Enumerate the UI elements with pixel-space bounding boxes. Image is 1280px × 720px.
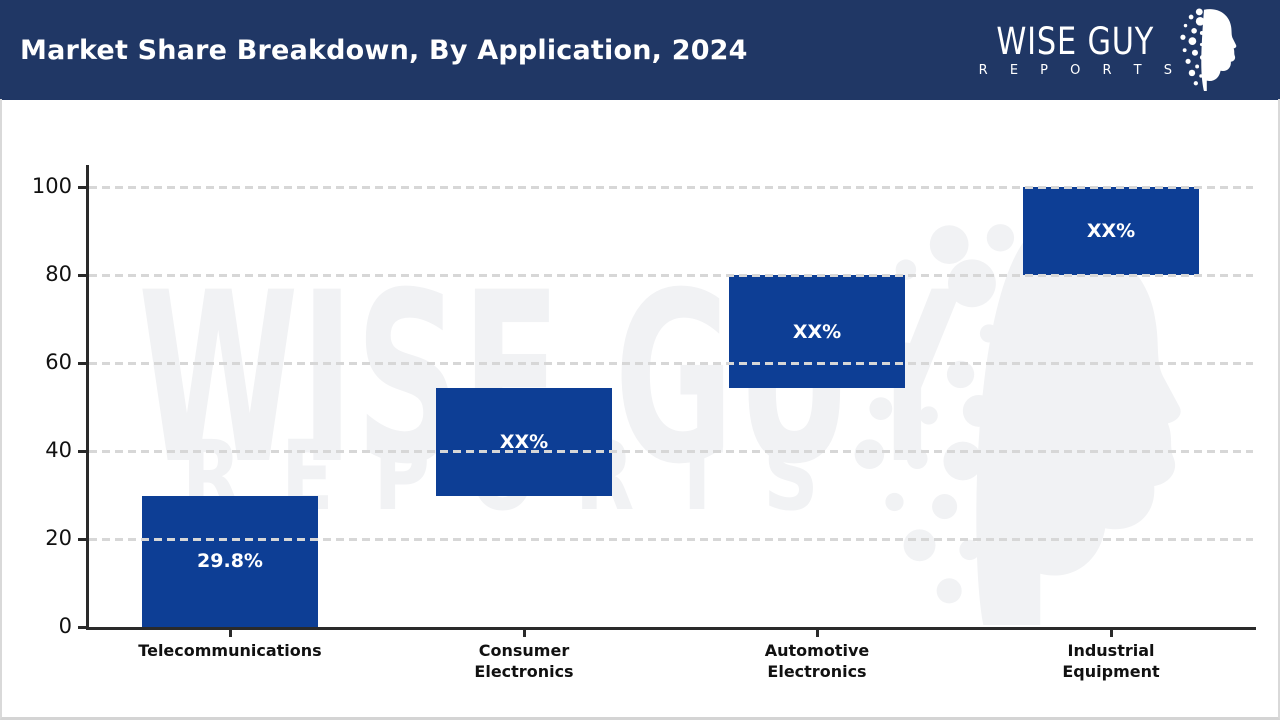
x-category-label: Industrial Equipment	[1062, 641, 1160, 681]
head-profile-icon	[1158, 5, 1250, 95]
header-bar: Market Share Breakdown, By Application, …	[0, 0, 1280, 100]
bar-value-label: XX%	[792, 320, 842, 343]
y-tick	[78, 626, 86, 629]
x-tick	[523, 630, 526, 637]
x-category-label: Telecommunications	[138, 641, 322, 660]
x-axis-line	[86, 627, 1256, 630]
y-tick	[78, 362, 86, 365]
y-axis-line	[86, 165, 89, 630]
brand-subtitle: R E P O R T S	[978, 63, 1181, 78]
gridline	[89, 274, 1253, 277]
gridline	[89, 362, 1253, 365]
gridline	[89, 538, 1253, 541]
y-tick	[78, 538, 86, 541]
brand-logo-text: WISE GUY R E P O R T S	[979, 23, 1172, 77]
y-tick	[78, 274, 86, 277]
x-tick	[1110, 630, 1113, 637]
y-tick	[78, 450, 86, 453]
brand-logo: WISE GUY R E P O R T S	[979, 5, 1250, 95]
y-tick	[78, 186, 86, 189]
bar-telecommunications: 29.8%	[142, 495, 318, 627]
y-tick-label: 60	[45, 350, 72, 374]
bar-value-label: XX%	[499, 430, 549, 453]
x-tick	[229, 630, 232, 637]
bar-automotive-electronics: XX%	[729, 275, 905, 389]
y-tick-label: 80	[45, 262, 72, 286]
brand-name: WISE GUY	[996, 20, 1155, 63]
bar-value-label: 29.8%	[197, 550, 263, 573]
x-tick	[816, 630, 819, 637]
x-category-label: Consumer Electronics	[474, 641, 574, 681]
y-tick-label: 0	[58, 614, 72, 638]
gridline	[89, 186, 1253, 189]
bar-value-label: XX%	[1086, 220, 1136, 242]
bar-industrial-equipment: XX%	[1023, 187, 1199, 275]
x-category-label: Automotive Electronics	[764, 641, 870, 681]
page-title: Market Share Breakdown, By Application, …	[20, 34, 748, 66]
gridline	[89, 450, 1253, 453]
y-tick-label: 20	[45, 526, 72, 550]
chart-area: 29.8% XX% XX% XX% 0 20 40 60 80 100 Telecommunica…	[0, 100, 1280, 720]
bar-consumer-electronics: XX%	[436, 388, 612, 496]
y-tick-label: 100	[31, 174, 72, 198]
y-tick-label: 40	[45, 438, 72, 462]
